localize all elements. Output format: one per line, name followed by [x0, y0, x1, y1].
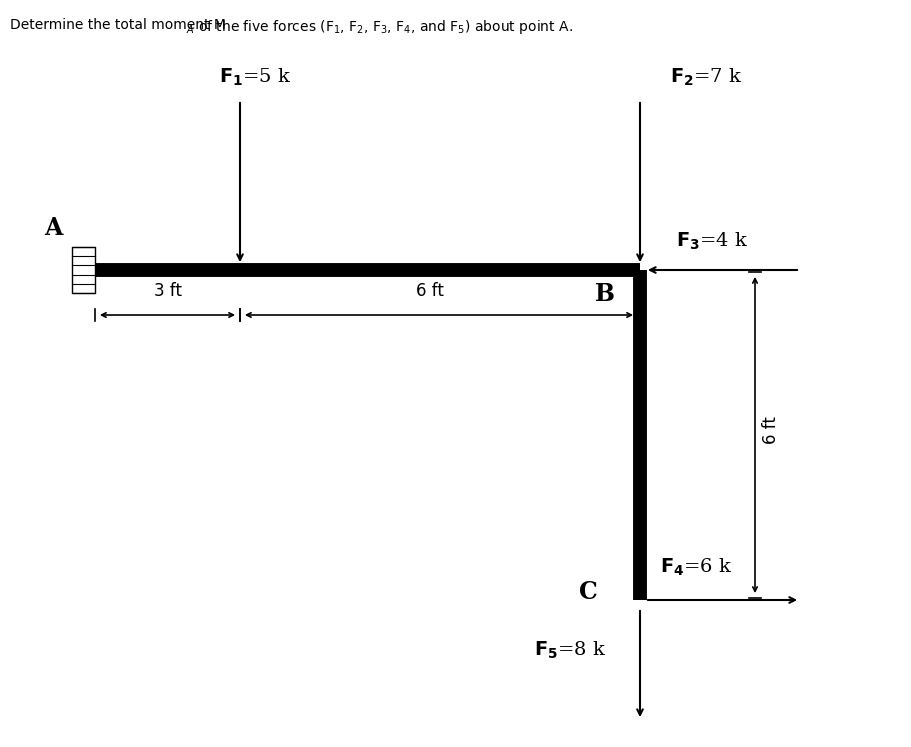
Text: A: A	[44, 216, 62, 240]
Text: 6 ft: 6 ft	[762, 416, 779, 444]
Text: $\mathbf{F_3}$=4 k: $\mathbf{F_3}$=4 k	[675, 231, 747, 252]
Text: $_A$ of the five forces (F$_1$, F$_2$, F$_3$, F$_4$, and F$_5$) about point A.: $_A$ of the five forces (F$_1$, F$_2$, F…	[10, 18, 572, 36]
Text: 3 ft: 3 ft	[154, 282, 182, 300]
Text: B: B	[595, 282, 614, 306]
Text: $\mathbf{F_2}$=7 k: $\mathbf{F_2}$=7 k	[670, 66, 742, 88]
Text: $\mathbf{F_4}$=6 k: $\mathbf{F_4}$=6 k	[660, 557, 732, 578]
Bar	[72, 247, 95, 293]
Text: Determine the total moment M: Determine the total moment M	[10, 18, 226, 32]
Text: 6 ft: 6 ft	[415, 282, 444, 300]
Text: $\mathbf{F_5}$=8 k: $\mathbf{F_5}$=8 k	[533, 640, 606, 661]
Text: $\mathbf{F_1}$=5 k: $\mathbf{F_1}$=5 k	[219, 66, 291, 88]
Text: C: C	[578, 580, 598, 604]
